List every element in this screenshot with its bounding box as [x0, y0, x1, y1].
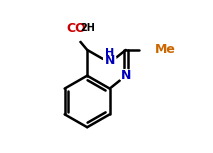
Text: N: N [105, 54, 115, 67]
Text: 2H: 2H [80, 23, 95, 33]
Text: CO: CO [66, 22, 86, 35]
Circle shape [61, 19, 85, 43]
Circle shape [147, 41, 164, 59]
Text: N: N [121, 69, 131, 82]
Text: Me: Me [155, 43, 176, 56]
Circle shape [120, 70, 132, 82]
Circle shape [104, 53, 116, 65]
Text: H: H [105, 48, 114, 58]
